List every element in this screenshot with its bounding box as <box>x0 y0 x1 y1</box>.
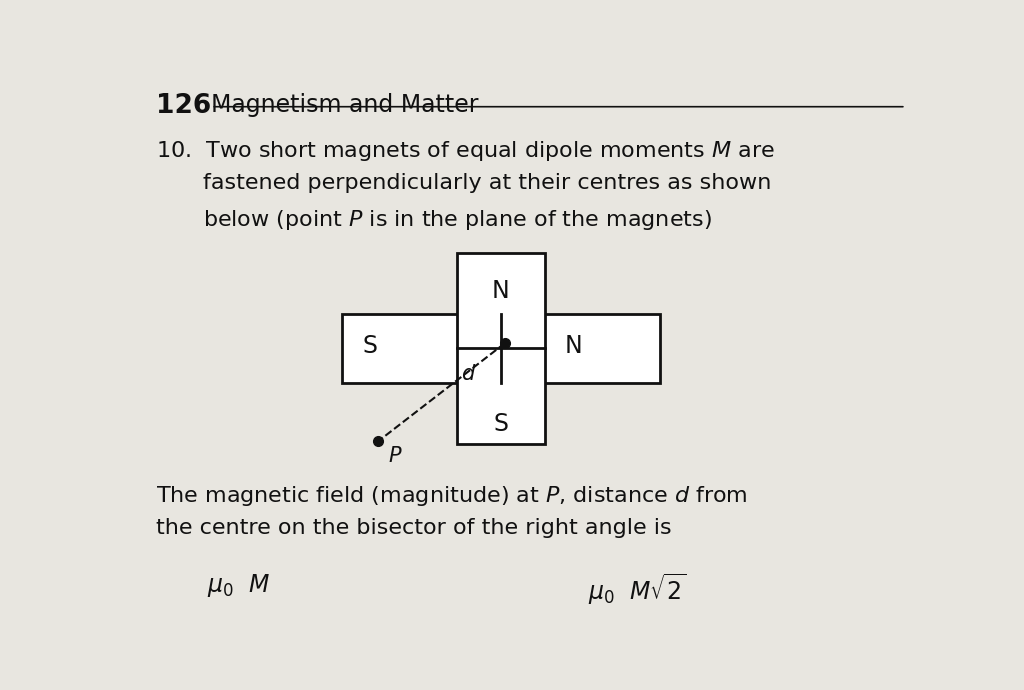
Text: 126: 126 <box>156 93 211 119</box>
Text: below (point $P$ is in the plane of the magnets): below (point $P$ is in the plane of the … <box>204 208 713 232</box>
Text: fastened perpendicularly at their centres as shown: fastened perpendicularly at their centre… <box>204 173 772 193</box>
Text: 10.  Two short magnets of equal dipole moments $M$ are: 10. Two short magnets of equal dipole mo… <box>156 139 774 163</box>
Text: S: S <box>494 412 509 436</box>
Text: N: N <box>564 334 583 358</box>
Text: N: N <box>493 279 510 304</box>
Text: Magnetism and Matter: Magnetism and Matter <box>211 93 479 117</box>
Text: the centre on the bisector of the right angle is: the centre on the bisector of the right … <box>156 518 672 538</box>
Text: $d$: $d$ <box>461 364 476 384</box>
Bar <box>458 253 545 444</box>
Bar <box>342 314 659 383</box>
Text: $\mu_0$  $M$: $\mu_0$ $M$ <box>207 571 270 599</box>
Text: $\mu_0$  $M\sqrt{2}$: $\mu_0$ $M\sqrt{2}$ <box>588 571 687 607</box>
Text: S: S <box>362 334 377 358</box>
Text: The magnetic field (magnitude) at $P$, distance $d$ from: The magnetic field (magnitude) at $P$, d… <box>156 484 748 508</box>
Text: $P$: $P$ <box>387 446 402 466</box>
